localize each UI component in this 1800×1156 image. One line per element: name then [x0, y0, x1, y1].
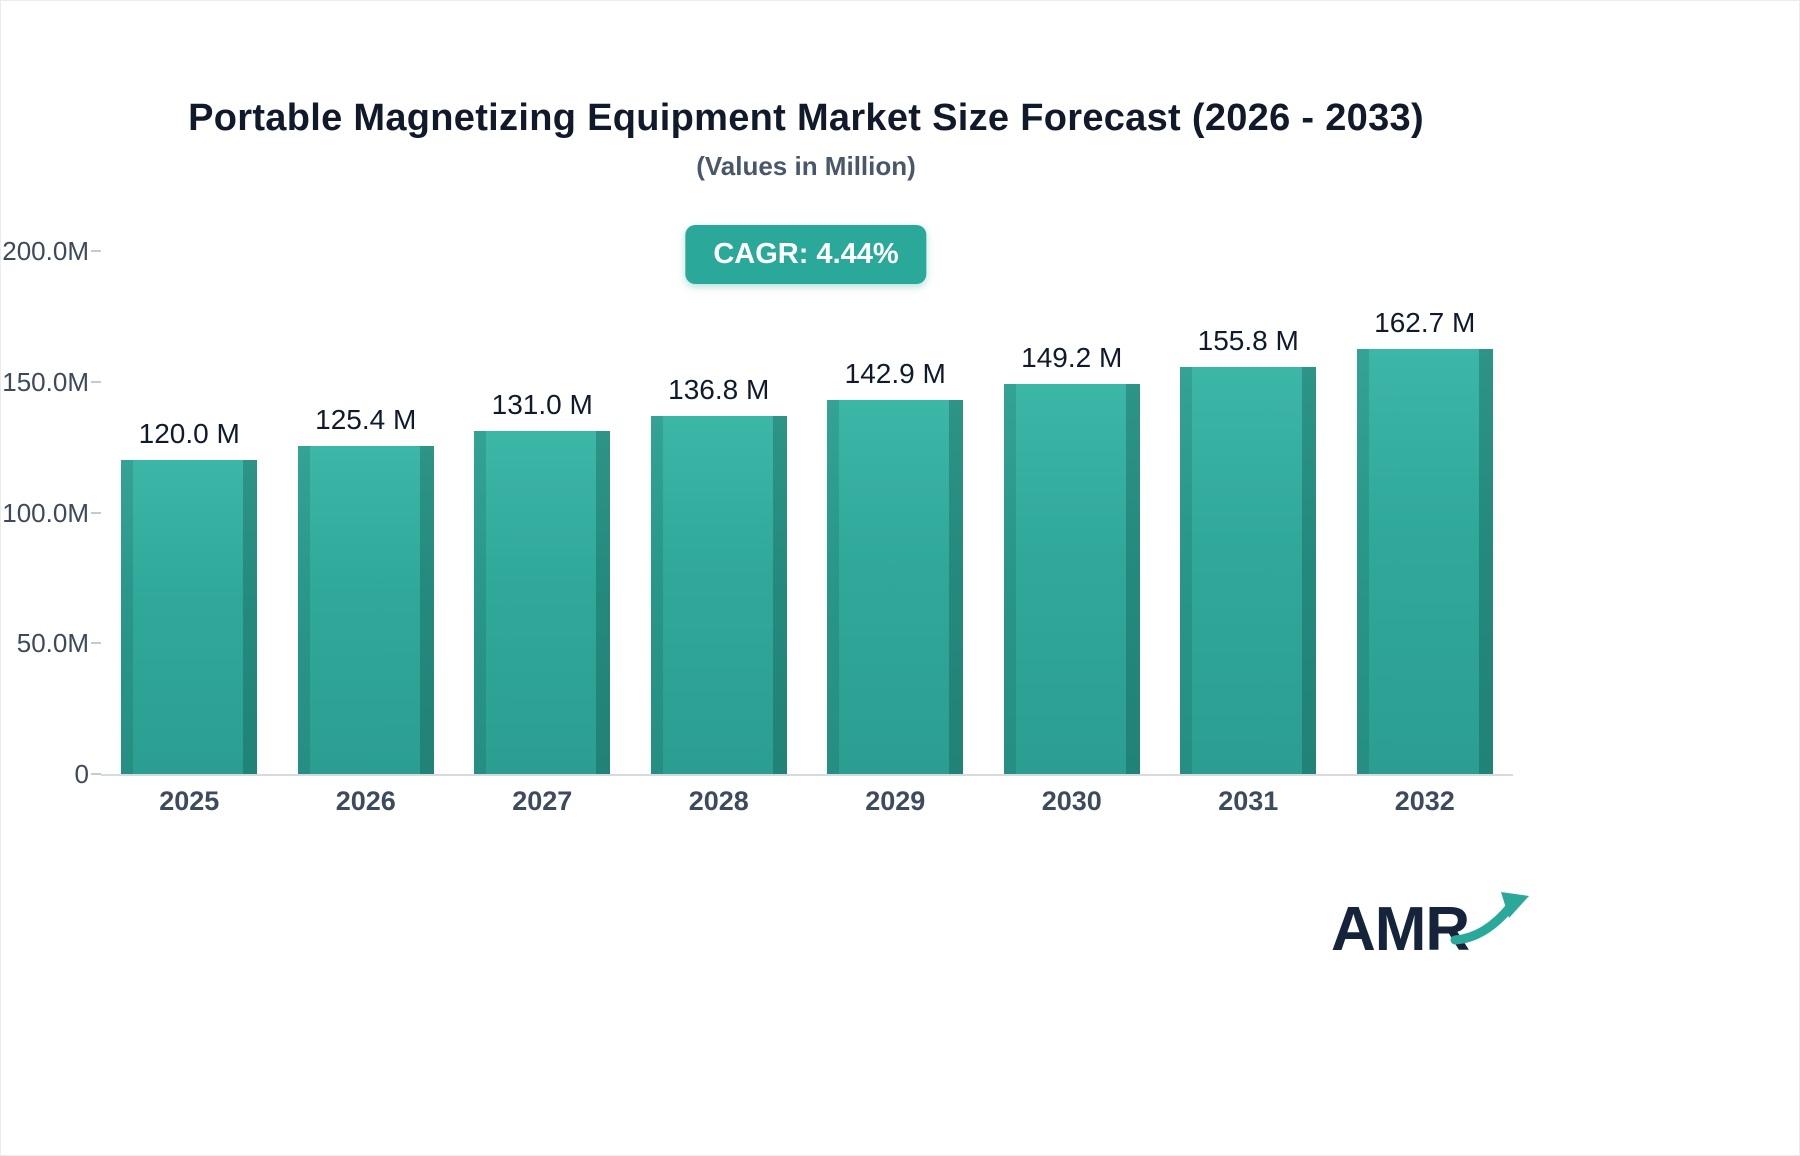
bar-2028 [650, 416, 787, 774]
x-axis-label: 2031 [1218, 786, 1279, 816]
amr-logo-arrow-icon [1450, 892, 1529, 945]
amr-logo: AMR [1331, 892, 1529, 974]
bar-slot: 131.0 M [454, 251, 631, 774]
y-axis-tick [91, 511, 101, 514]
bar-2029 [827, 400, 964, 774]
bar-value-label: 155.8 M [1197, 325, 1299, 356]
x-axis: 2025 2026 2027 2028 2029 2030 2031 2032 [101, 786, 1513, 817]
x-axis-label: 2029 [865, 786, 926, 816]
cagr-badge: CAGR: 4.44% [685, 225, 927, 284]
y-axis-label: 100.0M [2, 497, 89, 528]
bar-2025 [121, 460, 258, 774]
bar-value-label: 120.0 M [138, 418, 240, 449]
bar-2026 [297, 446, 434, 774]
y-axis-tick [91, 380, 101, 383]
x-axis-label: 2032 [1394, 786, 1455, 816]
y-axis-tick [91, 250, 101, 252]
bar-slot: 120.0 M [101, 251, 278, 774]
bar-slot: 149.2 M [984, 251, 1161, 774]
bar-value-label: 125.4 M [315, 404, 417, 435]
x-axis-label: 2025 [159, 786, 220, 816]
y-axis-label: 0 [74, 759, 89, 789]
bar-value-label: 149.2 M [1021, 342, 1123, 373]
bar-value-label: 136.8 M [668, 374, 770, 405]
bar-value-label: 162.7 M [1374, 307, 1476, 338]
x-axis-label: 2026 [335, 786, 396, 816]
bar-slot: 162.7 M [1337, 251, 1514, 774]
bar-value-label: 131.0 M [491, 389, 593, 420]
y-axis-label: 200.0M [2, 236, 89, 266]
x-axis-label: 2027 [512, 786, 573, 816]
y-axis-tick [91, 642, 101, 645]
bar-slot: 155.8 M [1160, 251, 1337, 774]
y-axis-tick [91, 773, 101, 775]
chart-title: Portable Magnetizing Equipment Market Si… [188, 97, 1424, 139]
x-axis-label: 2030 [1041, 786, 1102, 816]
amr-logo-text: AMR [1331, 895, 1470, 964]
bar-2031 [1180, 367, 1317, 774]
x-axis-label: 2028 [688, 786, 749, 816]
y-axis-label: 50.0M [16, 628, 89, 659]
chart-subtitle: (Values in Million) [696, 151, 916, 181]
bar-slot: 125.4 M [278, 251, 455, 774]
bar-slot: 142.9 M [807, 251, 984, 774]
bar-2030 [1003, 384, 1140, 774]
bars-area: 120.0 M 125.4 M 131.0 M 136.8 M 142.9 M 149.2… [101, 251, 1513, 774]
bar-2027 [474, 431, 611, 774]
bar-slot: 136.8 M [631, 251, 808, 774]
y-axis-label: 150.0M [2, 366, 89, 397]
bar-2032 [1356, 349, 1493, 774]
bar-value-label: 142.9 M [844, 358, 946, 389]
